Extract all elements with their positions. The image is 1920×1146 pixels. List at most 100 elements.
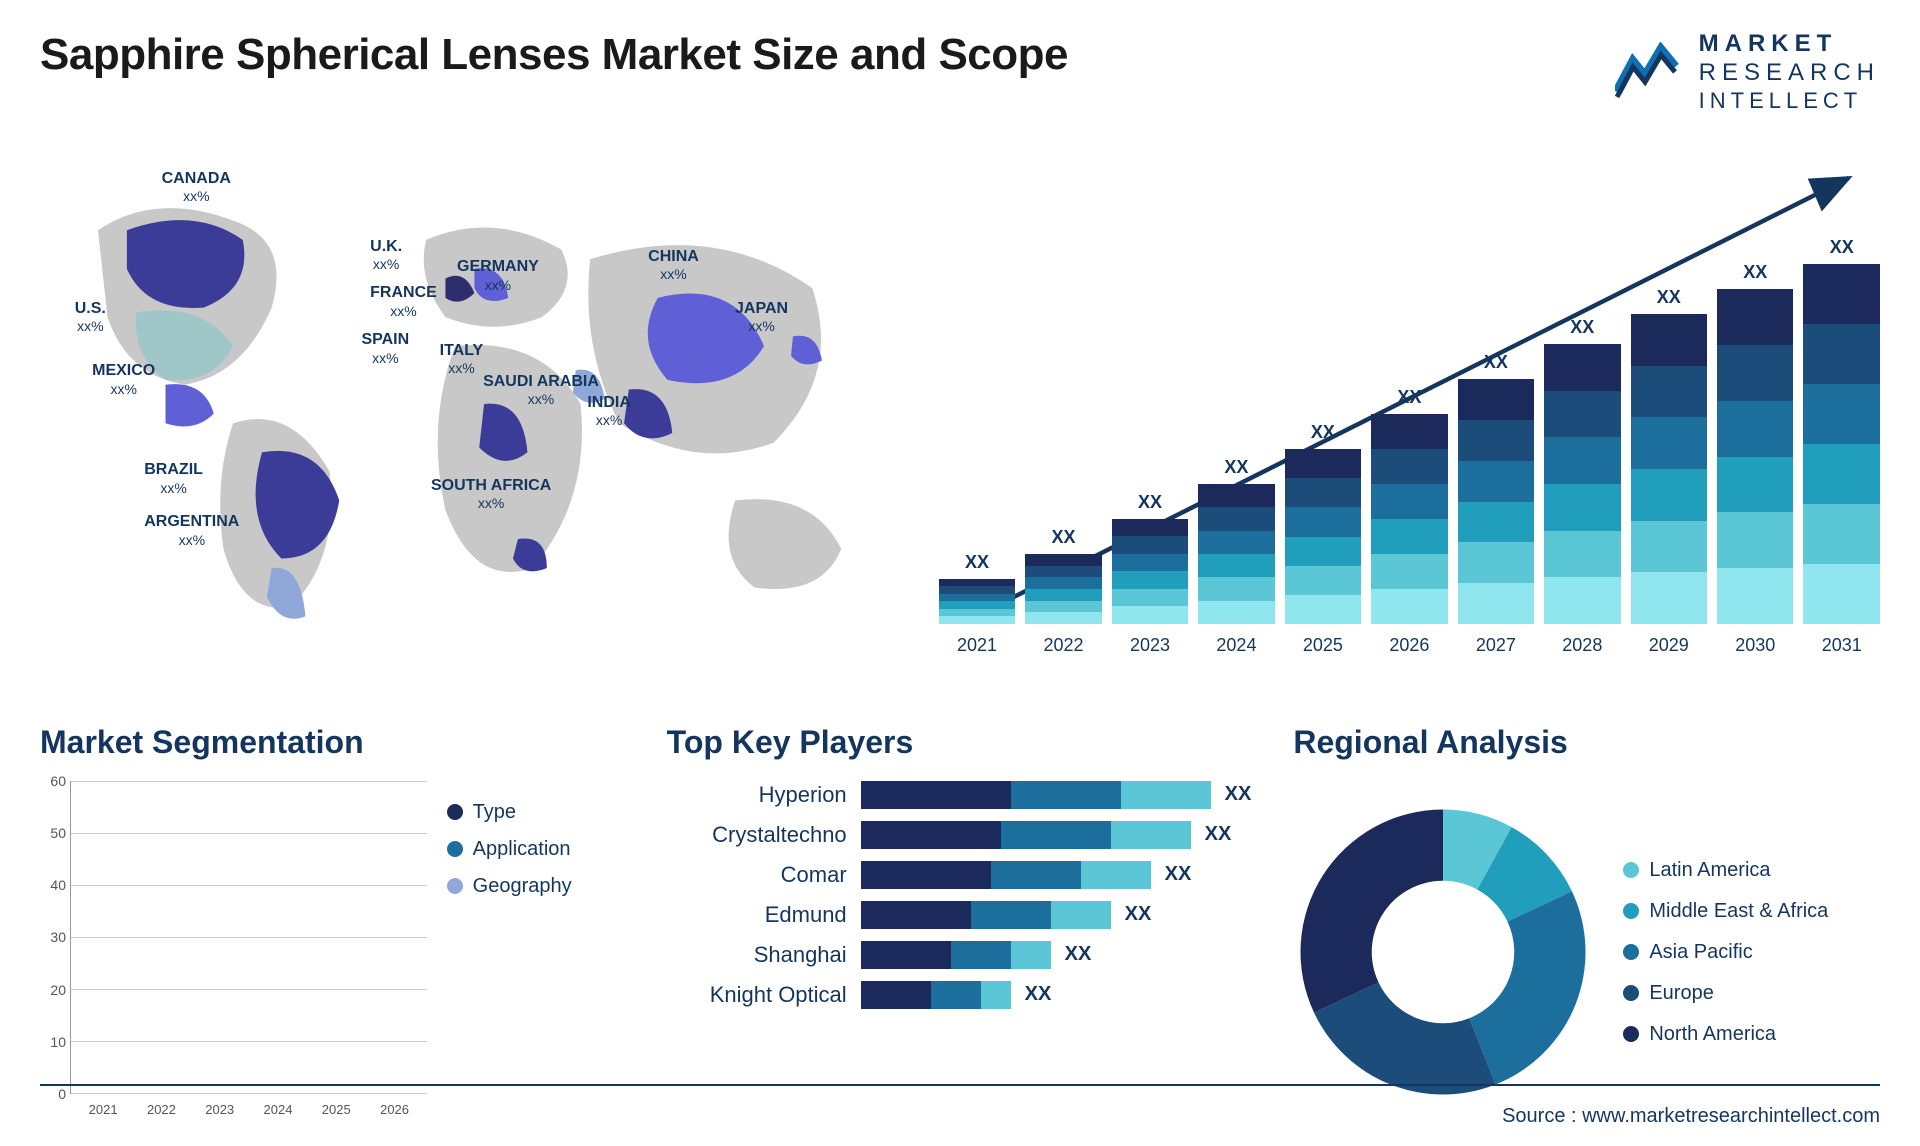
growth-bar: XX2024 [1198,457,1274,624]
brand-logo: MARKET RESEARCH INTELLECT [1615,30,1880,114]
key-player-value: XX [1125,903,1152,926]
key-player-name: Edmund [667,902,847,928]
seg-bar-year: 2025 [322,1102,351,1117]
growth-bar-label: XX [1743,262,1767,283]
world-map-panel: CANADAxx% U.S.xx% MEXICOxx% BRAZILxx% ARGENT… [40,144,909,664]
map-label: CHINAxx% [648,248,699,282]
growth-bar-label: XX [1484,352,1508,373]
seg-bar-year: 2021 [89,1102,118,1117]
growth-bar-label: XX [1138,492,1162,513]
map-label: ARGENTINAxx% [144,513,239,547]
regional-legend: Latin America Middle East & Africa Asia Pa… [1623,859,1828,1046]
growth-bar: XX2025 [1285,422,1361,624]
key-player-value: XX [1025,983,1052,1006]
growth-bar: XX2031 [1803,237,1879,624]
seg-y-tick: 40 [50,877,66,893]
legend-item: Latin America [1623,859,1828,882]
key-players-panel: Top Key Players HyperionXX Crystaltechno X… [667,724,1254,1124]
map-label: U.S.xx% [75,300,106,334]
seg-bar-year: 2026 [380,1102,409,1117]
growth-bar: XX2026 [1371,387,1447,624]
growth-bar-label: XX [1397,387,1421,408]
map-label: U.K.xx% [370,238,402,272]
growth-bar-year: 2024 [1216,635,1256,656]
growth-bar: XX2027 [1458,352,1534,624]
map-label: CANADAxx% [162,170,231,204]
map-label: JAPANxx% [735,300,788,334]
map-label: MEXICOxx% [92,362,155,396]
growth-bar-label: XX [1830,237,1854,258]
growth-bar-label: XX [965,552,989,573]
segmentation-panel: Market Segmentation 0102030405060 202120… [40,724,627,1124]
key-player-row: Knight Optical XX [667,981,1254,1009]
growth-bar-year: 2021 [957,635,997,656]
growth-bar: XX2029 [1631,287,1707,624]
key-player-name: Comar [667,862,847,888]
key-player-name: Shanghai [667,942,847,968]
world-map [40,144,909,664]
key-player-row: Edmund XX [667,901,1254,929]
regional-donut-chart [1293,802,1593,1102]
map-label: SOUTH AFRICAxx% [431,477,551,511]
map-label: ITALYxx% [440,342,484,376]
key-player-value: XX [1065,943,1092,966]
legend-item: North America [1623,1023,1828,1046]
source-attribution: Source : www.marketresearchintellect.com [1502,1105,1880,1128]
seg-bar-year: 2022 [147,1102,176,1117]
brand-logo-icon [1615,42,1685,102]
legend-item: Middle East & Africa [1623,900,1828,923]
key-players-title: Top Key Players [667,724,1254,761]
seg-y-tick: 20 [50,982,66,998]
brand-line1: MARKET [1699,30,1880,59]
map-label: SAUDI ARABIAxx% [483,373,599,407]
key-player-value: XX [1205,823,1232,846]
key-player-name: Crystaltechno [667,822,847,848]
segmentation-legend: TypeApplicationGeography [447,781,627,1124]
legend-item: Europe [1623,982,1828,1005]
growth-bar-year: 2028 [1562,635,1602,656]
donut-slice [1301,810,1444,1013]
footer-divider [40,1084,1880,1086]
page-title: Sapphire Spherical Lenses Market Size an… [40,30,1068,80]
growth-bar-year: 2023 [1130,635,1170,656]
growth-bar-label: XX [1224,457,1248,478]
growth-bar-label: XX [1311,422,1335,443]
growth-bar-label: XX [1051,527,1075,548]
growth-bar: XX2023 [1112,492,1188,624]
growth-bar-label: XX [1570,317,1594,338]
key-player-row: HyperionXX [667,781,1254,809]
brand-line2: RESEARCH [1699,59,1880,88]
key-player-value: XX [1165,863,1192,886]
growth-bar: XX2030 [1717,262,1793,624]
regional-title: Regional Analysis [1293,724,1880,761]
growth-bar-year: 2027 [1476,635,1516,656]
seg-y-tick: 30 [50,929,66,945]
seg-y-tick: 50 [50,825,66,841]
seg-y-tick: 10 [50,1034,66,1050]
growth-bar-year: 2025 [1303,635,1343,656]
donut-slice [1470,892,1586,1085]
seg-y-tick: 60 [50,773,66,789]
growth-bar-year: 2030 [1735,635,1775,656]
key-player-name: Knight Optical [667,982,847,1008]
key-player-value: XX [1225,783,1252,806]
legend-item: Asia Pacific [1623,941,1828,964]
map-label: BRAZILxx% [144,461,203,495]
seg-bar-year: 2024 [264,1102,293,1117]
growth-bar: XX2028 [1544,317,1620,624]
growth-bar: XX2021 [939,552,1015,624]
legend-item: Geography [447,875,627,898]
growth-bar-year: 2029 [1649,635,1689,656]
key-player-row: Crystaltechno XX [667,821,1254,849]
key-player-row: Comar XX [667,861,1254,889]
regional-panel: Regional Analysis Latin America Middle Ea… [1293,724,1880,1124]
brand-line3: INTELLECT [1699,88,1880,114]
growth-chart-panel: XX2021XX2022XX2023XX2024XX2025XX2026XX20… [939,144,1880,664]
key-player-row: Shanghai XX [667,941,1254,969]
seg-y-tick: 0 [58,1086,66,1102]
seg-bar-year: 2023 [205,1102,234,1117]
segmentation-chart: 0102030405060 202120222023202420252026 [40,781,427,1124]
growth-bar-year: 2031 [1822,635,1862,656]
growth-bar-year: 2026 [1389,635,1429,656]
map-label: GERMANYxx% [457,258,539,292]
